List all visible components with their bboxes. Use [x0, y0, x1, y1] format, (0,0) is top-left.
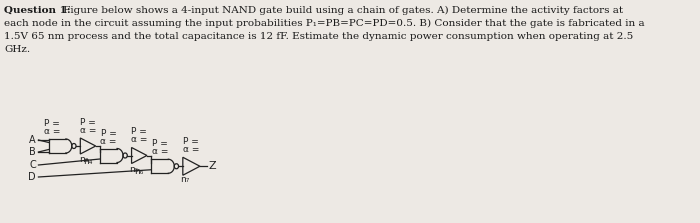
Text: P =: P =	[44, 119, 60, 128]
Text: each node in the circuit assuming the input probabilities P₁=PB=PC=PD=0.5. B) Co: each node in the circuit assuming the in…	[4, 19, 645, 28]
Text: A: A	[29, 135, 36, 145]
Text: n₃: n₃	[79, 155, 89, 164]
Text: n₇: n₇	[181, 175, 190, 184]
Text: α =: α =	[183, 145, 199, 154]
Text: P =: P =	[183, 137, 199, 146]
Text: P =: P =	[132, 128, 147, 136]
Text: C: C	[29, 160, 36, 170]
Text: P =: P =	[80, 118, 96, 127]
Text: Question 1:: Question 1:	[4, 6, 71, 15]
Text: n₅: n₅	[129, 165, 139, 173]
Text: Figure below shows a 4-input NAND gate build using a chain of gates. A) Determin: Figure below shows a 4-input NAND gate b…	[60, 6, 623, 15]
Text: α =: α =	[44, 127, 60, 136]
Text: Z: Z	[209, 161, 216, 171]
Text: n₆: n₆	[134, 167, 144, 176]
Text: α =: α =	[100, 136, 117, 145]
Text: α =: α =	[131, 136, 148, 145]
Text: D: D	[28, 172, 36, 182]
Text: B: B	[29, 147, 36, 157]
Text: P =: P =	[101, 128, 116, 138]
Text: 1.5V 65 nm process and the total capacitance is 12 fF. Estimate the dynamic powe: 1.5V 65 nm process and the total capacit…	[4, 32, 634, 41]
Text: n₄: n₄	[83, 157, 92, 166]
Text: α =: α =	[152, 147, 168, 156]
Text: α =: α =	[80, 126, 96, 135]
Text: GHz.: GHz.	[4, 45, 30, 54]
Text: P =: P =	[152, 139, 167, 148]
